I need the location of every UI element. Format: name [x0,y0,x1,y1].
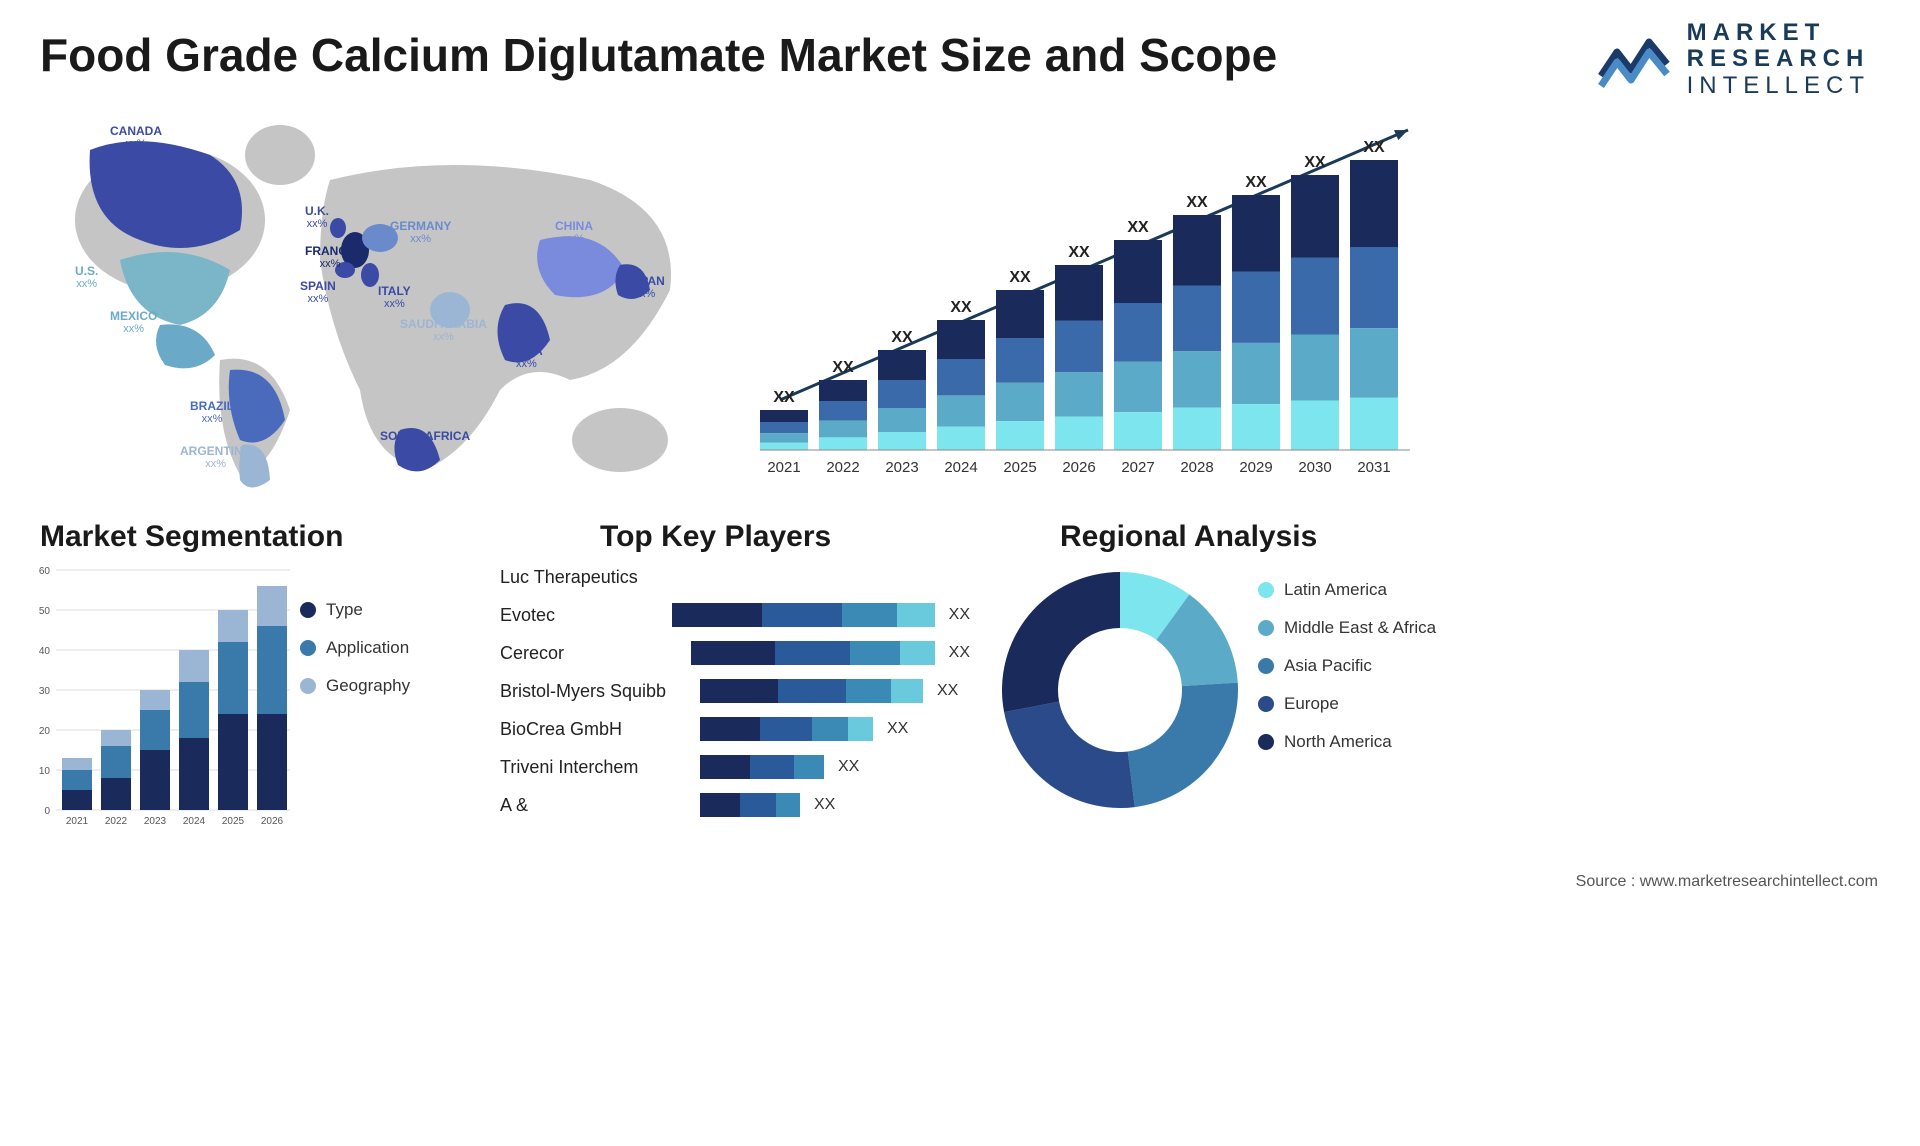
map-label: CANADAxx% [110,125,162,150]
svg-text:2025: 2025 [222,816,245,827]
map-label: ITALYxx% [378,285,411,310]
svg-text:20: 20 [39,726,51,737]
legend-item: Application [300,638,410,658]
map-label: GERMANYxx% [390,220,451,245]
map-label: U.K.xx% [305,205,329,230]
legend-item: Europe [1258,694,1436,714]
svg-text:30: 30 [39,686,51,697]
svg-text:XX: XX [1363,139,1385,156]
svg-text:2026: 2026 [1062,459,1095,476]
svg-text:2027: 2027 [1121,459,1154,476]
svg-text:2023: 2023 [885,459,918,476]
svg-text:XX: XX [832,359,854,376]
keyplayer-row: Bristol-Myers SquibbXX [500,672,970,710]
main-bar-chart: XX 2021 XX 2022 XX 2023 XX 2024 XX 2025 XX 2026 XX 20… [760,120,1410,480]
brand-logo: MARKET RESEARCH INTELLECT [1597,20,1870,99]
world-map: CANADAxx% U.S.xx% MEXICOxx% BRAZILxx% ARGENT… [30,110,710,510]
svg-text:2025: 2025 [1003,459,1036,476]
map-label: MEXICOxx% [110,310,157,335]
keyplayer-row: Luc Therapeutics [500,558,970,596]
map-label: CHINAxx% [555,220,593,245]
regional-legend: Latin America Middle East & Africa Asia Pa… [1258,580,1436,770]
svg-text:2026: 2026 [261,816,284,827]
svg-text:2029: 2029 [1239,459,1272,476]
keyplayer-row: CerecorXX [500,634,970,672]
legend-item: Asia Pacific [1258,656,1436,676]
svg-text:XX: XX [773,389,795,406]
page-title: Food Grade Calcium Diglutamate Market Si… [40,28,1277,82]
svg-text:50: 50 [39,606,51,617]
keyplayer-row: EvotecXX [500,596,970,634]
map-label: SOUTH AFRICAxx% [380,430,470,455]
svg-text:XX: XX [1304,154,1326,171]
map-label: JAPANxx% [625,275,665,300]
map-label: U.S.xx% [75,265,98,290]
svg-text:2023: 2023 [144,816,167,827]
svg-text:0: 0 [44,806,50,817]
source-text: Source : www.marketresearchintellect.com [1576,873,1878,891]
logo-line2: RESEARCH [1687,46,1870,72]
segmentation-title: Market Segmentation [40,520,343,554]
svg-text:2024: 2024 [183,816,206,827]
map-label: BRAZILxx% [190,400,234,425]
keyplayers-chart: Luc TherapeuticsEvotecXXCerecorXXBristol… [500,558,970,824]
logo-icon [1597,28,1673,92]
regional-title: Regional Analysis [1060,520,1317,554]
legend-item: Type [300,600,410,620]
keyplayer-row: BioCrea GmbHXX [500,710,970,748]
svg-text:2021: 2021 [66,816,89,827]
legend-item: Geography [300,676,410,696]
legend-item: North America [1258,732,1436,752]
segmentation-chart: 0 10 20 30 40 50 60 2021 2022 2023 2024 2025 2026 [30,560,290,830]
map-label: INDIAxx% [510,345,543,370]
svg-text:2031: 2031 [1357,459,1390,476]
svg-text:2022: 2022 [826,459,859,476]
svg-text:2024: 2024 [944,459,977,476]
svg-text:XX: XX [1245,174,1267,191]
svg-text:40: 40 [39,646,51,657]
logo-line3: INTELLECT [1687,73,1870,99]
svg-text:XX: XX [891,329,913,346]
svg-text:XX: XX [950,299,972,316]
keyplayer-row: A &XX [500,786,970,824]
svg-text:2022: 2022 [105,816,128,827]
svg-text:XX: XX [1186,194,1208,211]
legend-item: Middle East & Africa [1258,618,1436,638]
keyplayer-row: Triveni InterchemXX [500,748,970,786]
map-label: ARGENTINAxx% [180,445,251,470]
svg-text:60: 60 [39,566,51,577]
svg-text:XX: XX [1127,219,1149,236]
keyplayers-title: Top Key Players [600,520,831,554]
legend-item: Latin America [1258,580,1436,600]
svg-text:10: 10 [39,766,51,777]
map-label: SAUDI ARABIAxx% [400,318,487,343]
svg-text:2021: 2021 [767,459,800,476]
map-label: FRANCExx% [305,245,355,270]
segmentation-legend: Type Application Geography [300,600,410,714]
regional-donut [1000,570,1240,810]
svg-text:XX: XX [1068,244,1090,261]
svg-text:2028: 2028 [1180,459,1213,476]
map-label: SPAINxx% [300,280,336,305]
logo-line1: MARKET [1687,20,1870,46]
svg-text:XX: XX [1009,269,1031,286]
svg-text:2030: 2030 [1298,459,1331,476]
